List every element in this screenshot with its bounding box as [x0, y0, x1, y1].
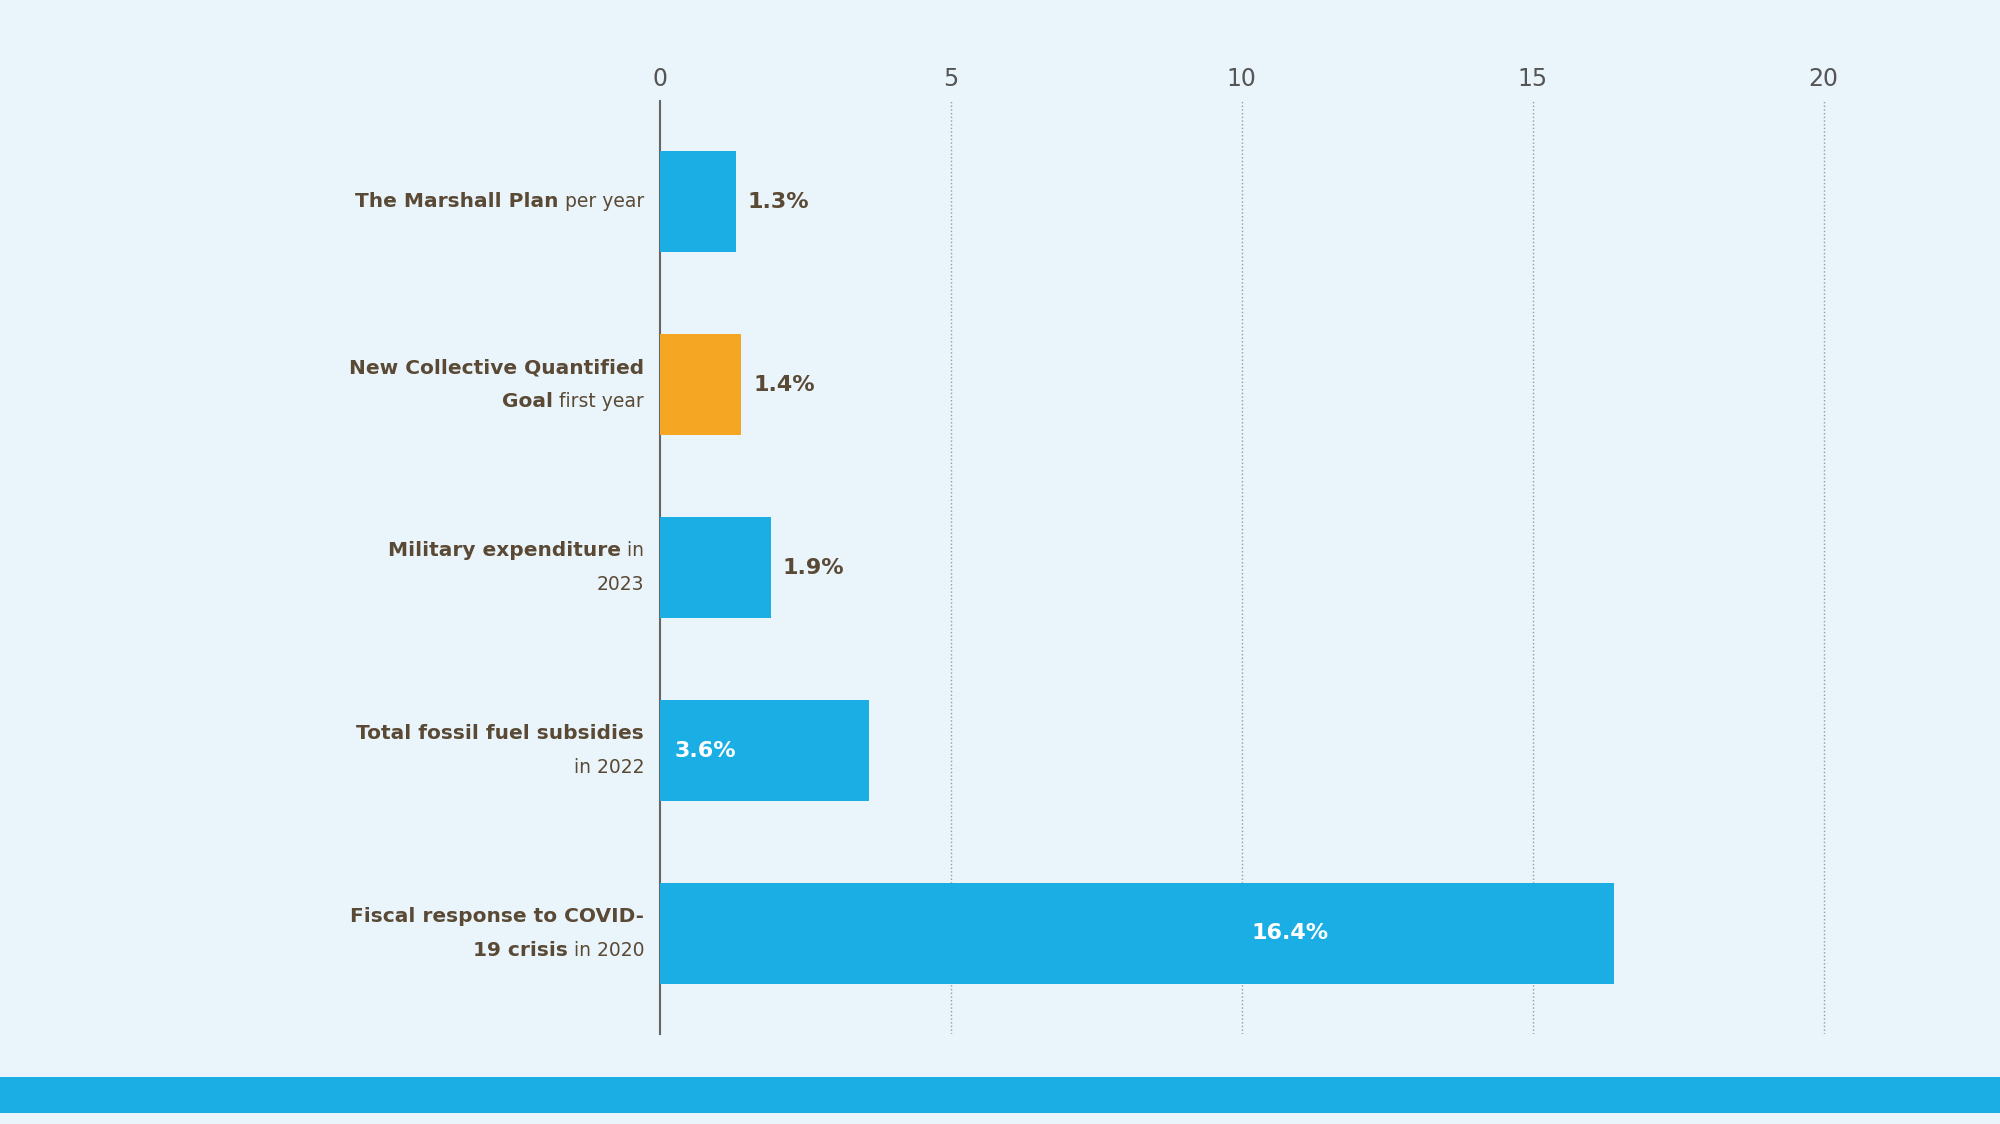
Text: New Collective Quantified: New Collective Quantified: [348, 359, 644, 378]
Text: Fiscal response to COVID-: Fiscal response to COVID-: [350, 907, 644, 926]
Text: in 2022: in 2022: [574, 758, 644, 777]
Text: 1.9%: 1.9%: [782, 558, 844, 578]
Text: Total fossil fuel subsidies: Total fossil fuel subsidies: [356, 724, 644, 743]
Text: 19 crisis: 19 crisis: [472, 941, 568, 960]
Text: 1.4%: 1.4%: [754, 374, 814, 395]
Text: Goal: Goal: [502, 392, 554, 411]
Text: Military expenditure: Military expenditure: [388, 542, 620, 560]
Text: The Marshall Plan: The Marshall Plan: [356, 192, 558, 211]
Text: first year: first year: [554, 392, 644, 411]
Text: 16.4%: 16.4%: [1252, 924, 1328, 943]
Text: 2023: 2023: [596, 575, 644, 593]
Text: in 2020: in 2020: [568, 941, 644, 960]
Text: per year: per year: [558, 192, 644, 211]
Bar: [660, 152, 736, 252]
Bar: [660, 334, 742, 435]
Text: 1.3%: 1.3%: [748, 192, 808, 211]
Bar: [660, 883, 1614, 984]
Bar: [660, 517, 770, 618]
Text: 3.6%: 3.6%: [674, 741, 736, 761]
Text: in: in: [620, 542, 644, 560]
Bar: [660, 700, 870, 800]
